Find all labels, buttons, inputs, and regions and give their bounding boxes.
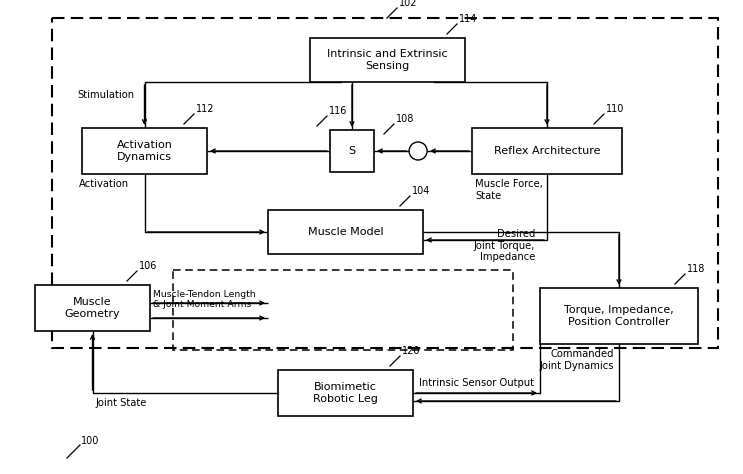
Text: Intrinsic Sensor Output: Intrinsic Sensor Output: [419, 378, 534, 388]
Text: Muscle
Geometry: Muscle Geometry: [65, 297, 120, 319]
Bar: [52, 18, 718, 348]
Text: S: S: [348, 146, 356, 156]
Text: 112: 112: [196, 104, 215, 114]
Text: Joint State: Joint State: [96, 398, 147, 408]
Bar: [82, 128, 207, 174]
Text: Torque, Impedance,
Position Controller: Torque, Impedance, Position Controller: [564, 305, 674, 327]
Bar: [540, 288, 698, 344]
Text: 100: 100: [81, 436, 100, 446]
Text: 114: 114: [459, 14, 477, 24]
Text: Reflex Architecture: Reflex Architecture: [494, 146, 600, 156]
Text: Intrinsic and Extrinsic
Sensing: Intrinsic and Extrinsic Sensing: [327, 49, 448, 71]
Bar: [35, 285, 150, 331]
Bar: [173, 270, 513, 350]
Text: 118: 118: [687, 264, 705, 274]
Text: Commanded
Joint Dynamics: Commanded Joint Dynamics: [539, 349, 614, 371]
Text: 106: 106: [139, 261, 158, 271]
Text: 120: 120: [402, 346, 421, 356]
Text: Desired
Joint Torque,
Impedance: Desired Joint Torque, Impedance: [473, 229, 535, 262]
Text: Activation
Dynamics: Activation Dynamics: [117, 140, 172, 162]
Text: Stimulation: Stimulation: [77, 90, 134, 100]
Text: 104: 104: [412, 186, 430, 196]
Text: Muscle Model: Muscle Model: [308, 227, 383, 237]
Text: 102: 102: [399, 0, 418, 8]
Text: 116: 116: [329, 106, 348, 116]
Text: 110: 110: [606, 104, 624, 114]
Text: Biomimetic
Robotic Leg: Biomimetic Robotic Leg: [313, 382, 378, 404]
Bar: [330, 130, 374, 172]
Bar: [310, 38, 465, 82]
Circle shape: [409, 142, 427, 160]
Bar: [268, 210, 423, 254]
Text: Muscle Force,
State: Muscle Force, State: [475, 179, 543, 201]
Bar: [472, 128, 622, 174]
Text: Muscle-Tendon Length
& Joint Moment Arms: Muscle-Tendon Length & Joint Moment Arms: [153, 290, 256, 310]
Bar: [278, 370, 413, 416]
Text: 108: 108: [396, 114, 415, 124]
Text: Activation: Activation: [79, 179, 129, 189]
